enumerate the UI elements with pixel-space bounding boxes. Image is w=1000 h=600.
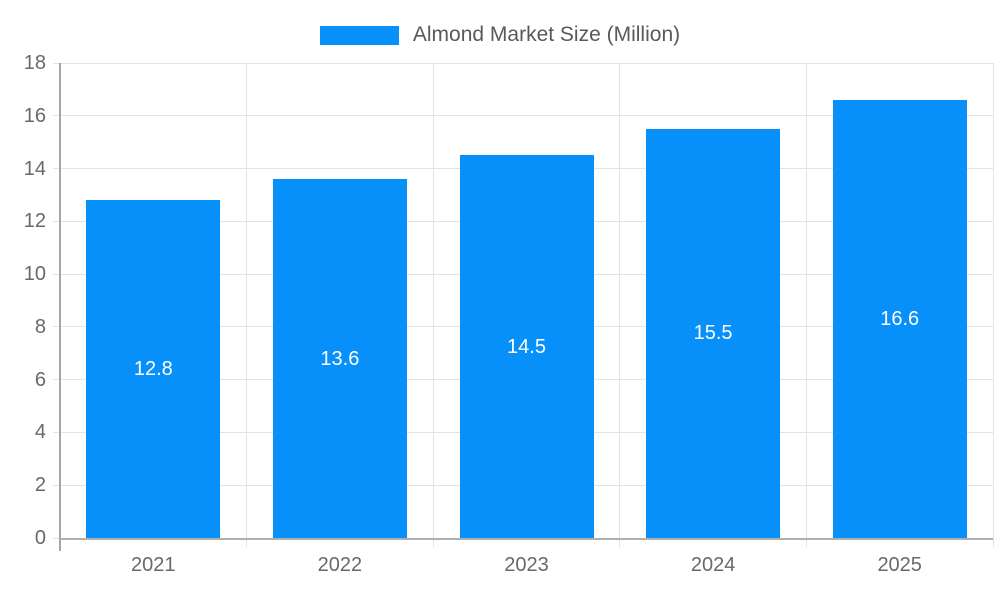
x-axis-tick-label: 2024: [690, 554, 736, 576]
y-axis-tick-label: 16: [23, 104, 46, 127]
gridline-vertical: [992, 63, 994, 547]
gridline-horizontal: [53, 115, 993, 117]
y-axis-tick-label: 0: [34, 527, 46, 549]
x-axis-tick-label: 2022: [317, 554, 363, 576]
x-axis-line: [60, 538, 993, 540]
legend-label: Almond Market Size (Million): [412, 23, 681, 46]
y-axis-tick-label: 2: [34, 474, 46, 497]
y-axis-tick-label: 8: [34, 315, 46, 338]
x-axis-tick-label: 2021: [131, 554, 176, 576]
bar-value-label: 12.8: [133, 358, 173, 381]
y-axis-tick: [53, 537, 60, 539]
x-axis-tick-label: 2025: [877, 554, 922, 576]
y-axis-tick-label: 14: [23, 157, 46, 180]
gridline-vertical: [805, 63, 807, 547]
bar-2024[interactable]: [646, 128, 781, 538]
gridline-vertical: [619, 63, 621, 547]
gridline-vertical: [432, 63, 434, 547]
legend-swatch: [319, 25, 399, 45]
bar-value-label: 13.6: [320, 347, 360, 370]
y-axis-tick-label: 12: [23, 210, 46, 233]
y-axis-tick-label: 18: [23, 52, 46, 74]
x-axis-tick-label: 2023: [504, 554, 549, 576]
bar-value-label: 14.5: [507, 335, 546, 358]
bar-2023[interactable]: [459, 155, 594, 538]
bar-value-label: 16.6: [880, 307, 920, 330]
bar-2025[interactable]: [832, 99, 967, 538]
y-axis-tick-label: 4: [34, 421, 46, 444]
y-axis-line: [59, 63, 61, 551]
y-axis-tick-label: 6: [34, 368, 46, 391]
bar-value-label: 15.5: [693, 322, 733, 345]
y-axis-tick-label: 10: [23, 263, 46, 286]
gridline-horizontal: [53, 62, 993, 64]
bar-2022[interactable]: [272, 179, 407, 538]
gridline-vertical: [246, 63, 248, 547]
bar-2021[interactable]: [86, 200, 221, 538]
chart-legend[interactable]: Almond Market Size (Million): [0, 22, 1000, 48]
